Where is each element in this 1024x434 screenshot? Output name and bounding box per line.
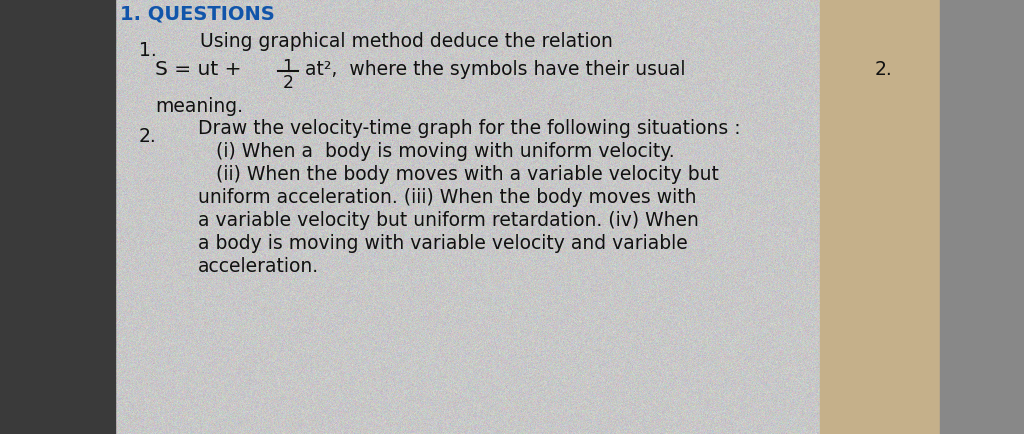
Text: 1.: 1. — [139, 40, 157, 59]
Text: meaning.: meaning. — [155, 97, 243, 116]
Text: Using graphical method deduce the relation: Using graphical method deduce the relati… — [200, 32, 613, 51]
Bar — [940, 0, 1024, 434]
Text: 2.: 2. — [874, 60, 893, 79]
Text: a variable velocity but uniform retardation. (iv) When: a variable velocity but uniform retardat… — [198, 210, 698, 230]
Bar — [0, 0, 115, 434]
Text: (i) When a  body is moving with uniform velocity.: (i) When a body is moving with uniform v… — [198, 141, 675, 161]
Text: uniform acceleration. (iii) When the body moves with: uniform acceleration. (iii) When the bod… — [198, 187, 696, 207]
Text: 1. QUESTIONS: 1. QUESTIONS — [120, 5, 274, 24]
Text: 2.: 2. — [139, 127, 157, 146]
Text: acceleration.: acceleration. — [198, 256, 319, 275]
Bar — [820, 0, 940, 434]
Text: 2: 2 — [283, 74, 294, 92]
Text: a body is moving with variable velocity and variable: a body is moving with variable velocity … — [198, 233, 688, 253]
Text: (ii) When the body moves with a variable velocity but: (ii) When the body moves with a variable… — [198, 164, 719, 184]
Text: Draw the velocity-time graph for the following situations :: Draw the velocity-time graph for the fol… — [198, 119, 740, 138]
Text: S = ut +: S = ut + — [155, 60, 242, 79]
Text: at²,  where the symbols have their usual: at², where the symbols have their usual — [305, 60, 685, 79]
Text: 1: 1 — [283, 58, 294, 76]
